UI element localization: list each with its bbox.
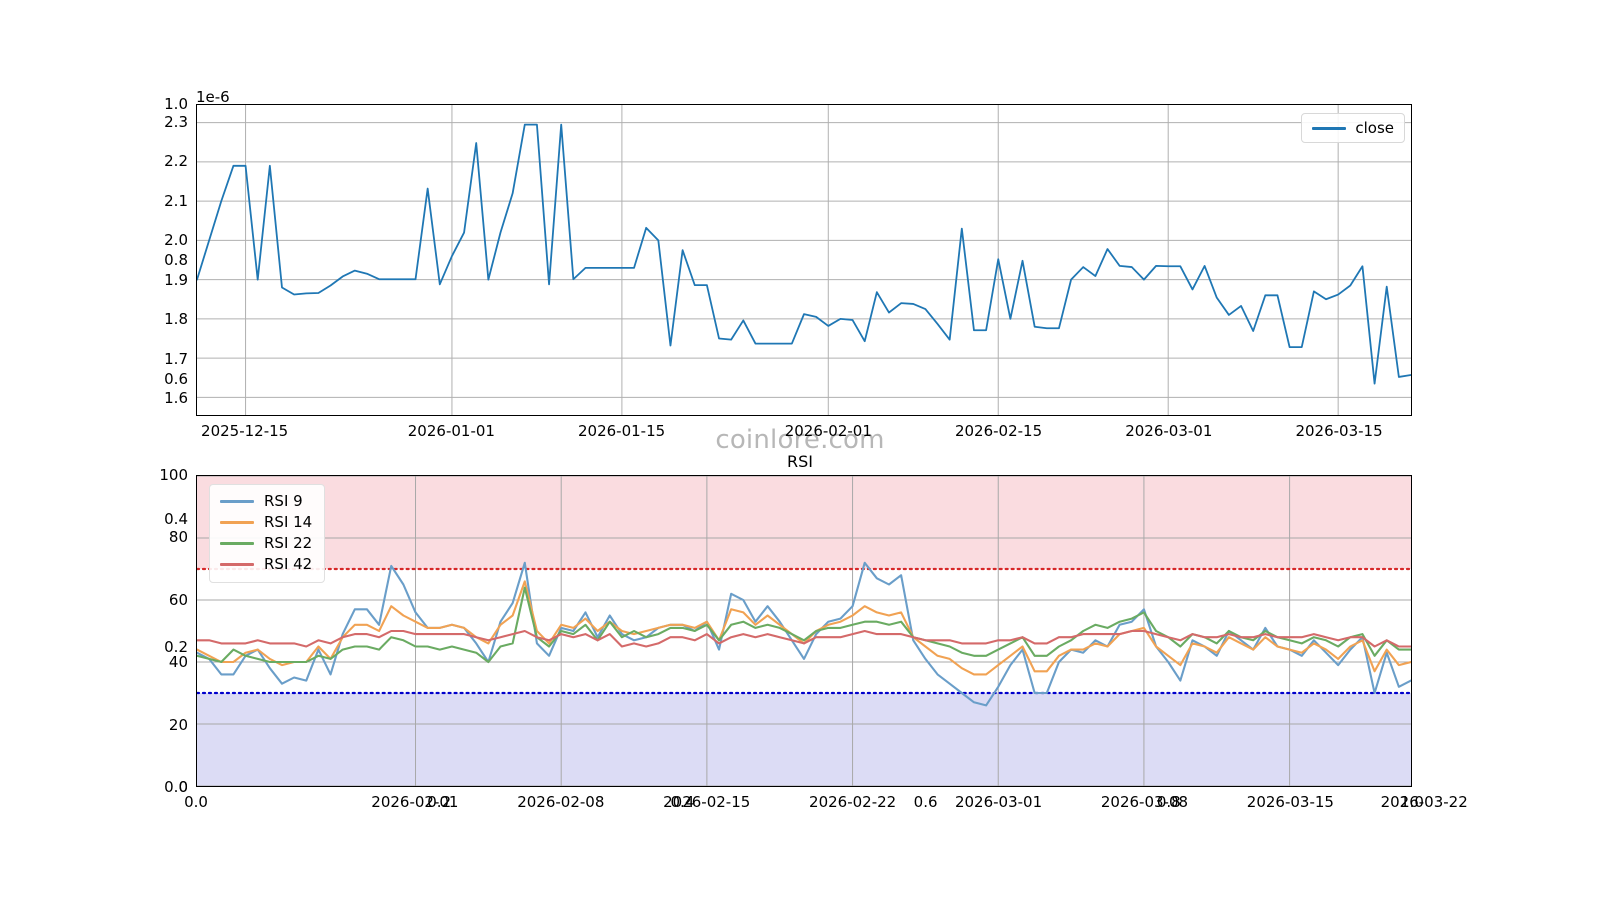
x-axis-tick-label: 2026-01-01 [407,422,495,440]
x-axis-tick-label: 2026-02-01 [784,422,872,440]
y-axis-tick-label: 0.0 [164,778,188,796]
y-axis-tick-label: 1.6 [164,389,188,408]
rsi-chart-panel: RSI 9 RSI 14 RSI 22 RSI 42 [196,475,1412,787]
x-axis-tick-label: 2025-12-15 [201,422,289,440]
x-axis-tick-label: 2026-03-08 [1100,793,1189,811]
y-axis-tick-label: 1.8 [164,310,188,329]
y-axis-tick-label: 2.0 [164,231,188,250]
y-axis-tick-label: 0.2 [164,637,188,656]
x-axis-tick-label: 2026-02-01 [371,793,459,811]
y-axis-tick-label: 0 [178,778,188,796]
y-axis-tick-label: 1.9 [164,270,188,289]
rsi-legend-row: RSI 42 [220,554,312,575]
y-axis-tick-label: 1.0 [164,95,188,113]
rsi-legend-row: RSI 22 [220,533,312,554]
rsi-9-legend-swatch [220,499,254,504]
x-axis-tick-label: 0.4 [670,793,695,811]
x-axis-tick-label: 2026-02-15 [954,422,1043,440]
price-axis-offset-label: 1e-6 [196,88,230,106]
rsi-22-legend-swatch [220,541,254,546]
y-axis-tick-label: 0.6 [164,369,188,388]
y-axis-tick-label: 40 [168,653,188,672]
rsi-plot-area [197,476,1411,786]
coinlore-watermark: coinlore.com [715,425,885,455]
rsi-14-legend-swatch [220,520,254,525]
x-axis-tick-label: 2026-03-01 [1125,422,1213,440]
price-legend[interactable]: close [1301,113,1405,143]
y-axis-tick-label: 0.8 [164,251,188,269]
price-chart-panel: close [196,104,1412,416]
price-plot-area [197,105,1411,415]
y-axis-tick-label: 2.2 [164,152,188,171]
y-axis-tick-label: 1.7 [164,349,188,368]
y-axis-tick-label: 2.1 [164,191,188,210]
x-axis-tick-label: 2026-03-01 [954,793,1043,811]
close-legend-label: close [1355,119,1394,137]
x-axis-tick-label: 2026-02-08 [517,793,605,811]
x-axis-tick-label: 2026-03-15 [1246,793,1334,811]
x-axis-tick-label: 2026-03-15 [1295,422,1383,440]
rsi-legend[interactable]: RSI 9 RSI 14 RSI 22 RSI 42 [209,484,326,583]
x-axis-tick-label: 2026-03-22 [1380,793,1468,811]
rsi-legend-row: RSI 14 [220,512,312,533]
rsi-9-legend-label: RSI 9 [264,492,303,510]
x-axis-tick-label: 0.6 [913,793,938,811]
y-axis-tick-label: 2.3 [164,112,188,131]
rsi-22-legend-label: RSI 22 [264,534,313,552]
x-axis-tick-label: 0.0 [184,793,208,811]
x-axis-tick-label: 0.8 [1156,793,1181,811]
rsi-42-legend-label: RSI 42 [264,555,313,573]
x-axis-tick-label: 2026-02-15 [663,793,751,811]
x-axis-tick-label: 0.2 [427,793,452,811]
rsi-14-legend-label: RSI 14 [264,513,313,531]
rsi-title: RSI [787,452,813,471]
rsi-42-legend-swatch [220,562,254,567]
x-axis-tick-label: 2026-01-15 [578,422,666,440]
y-axis-tick-label: 20 [168,715,188,734]
y-axis-tick-label: 80 [168,528,188,547]
y-axis-tick-label: 0.4 [164,509,188,528]
close-legend-swatch [1312,126,1347,130]
x-axis-tick-label: 1.0 [1400,793,1424,811]
y-axis-tick-label: 60 [168,590,188,609]
rsi-legend-row: RSI 9 [220,491,312,512]
x-axis-tick-label: 2026-02-22 [809,793,897,811]
y-axis-tick-label: 100 [159,466,188,484]
